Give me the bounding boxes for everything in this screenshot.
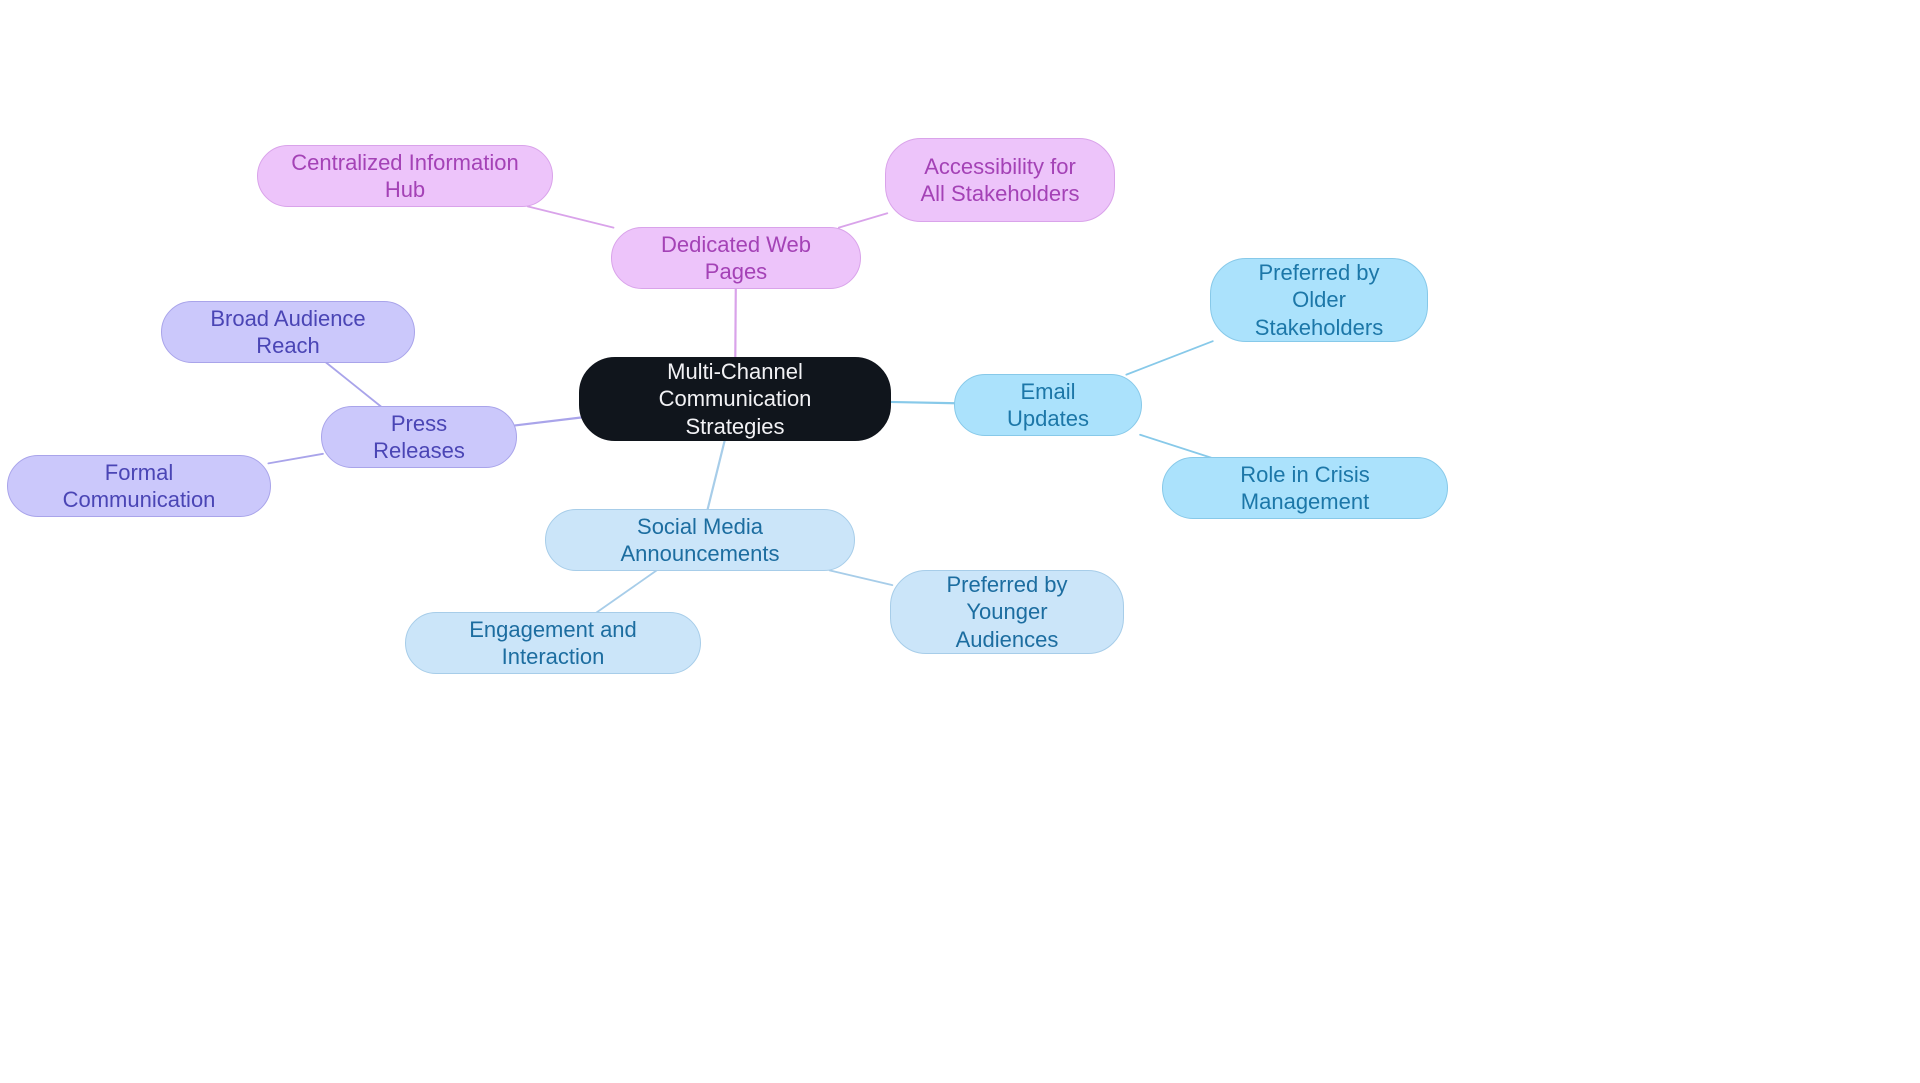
node-label: Preferred by Younger Audiences: [919, 571, 1095, 654]
node-label: Accessibility for All Stakeholders: [914, 153, 1086, 208]
node-label: Press Releases: [350, 410, 488, 465]
edge: [1140, 435, 1211, 458]
node-web-hub: Centralized Information Hub: [257, 145, 553, 207]
node-label: Formal Communication: [36, 459, 242, 514]
edge: [528, 206, 614, 227]
edge: [515, 417, 582, 425]
node-press: Press Releases: [321, 406, 517, 468]
edge: [839, 213, 887, 227]
edge: [1126, 341, 1212, 374]
edge: [708, 440, 725, 509]
node-label: Multi-Channel Communication Strategies: [608, 358, 862, 441]
node-press-formal: Formal Communication: [7, 455, 271, 517]
node-social-engage: Engagement and Interaction: [405, 612, 701, 674]
node-press-reach: Broad Audience Reach: [161, 301, 415, 363]
node-label: Role in Crisis Management: [1191, 461, 1419, 516]
edge: [268, 454, 323, 464]
node-label: Engagement and Interaction: [434, 616, 672, 671]
node-label: Centralized Information Hub: [286, 149, 524, 204]
node-label: Dedicated Web Pages: [640, 231, 832, 286]
edge: [596, 570, 656, 612]
node-email-older: Preferred by Older Stakeholders: [1210, 258, 1428, 342]
node-social: Social Media Announcements: [545, 509, 855, 571]
node-root: Multi-Channel Communication Strategies: [579, 357, 891, 441]
edge: [888, 402, 956, 403]
node-email: Email Updates: [954, 374, 1142, 436]
node-email-crisis: Role in Crisis Management: [1162, 457, 1448, 519]
node-web-access: Accessibility for All Stakeholders: [885, 138, 1115, 222]
node-web: Dedicated Web Pages: [611, 227, 861, 289]
node-label: Preferred by Older Stakeholders: [1239, 259, 1399, 342]
edge: [326, 362, 381, 406]
node-social-young: Preferred by Younger Audiences: [890, 570, 1124, 654]
node-label: Broad Audience Reach: [190, 305, 386, 360]
node-label: Social Media Announcements: [574, 513, 826, 568]
edge: [830, 570, 893, 585]
node-label: Email Updates: [983, 378, 1113, 433]
